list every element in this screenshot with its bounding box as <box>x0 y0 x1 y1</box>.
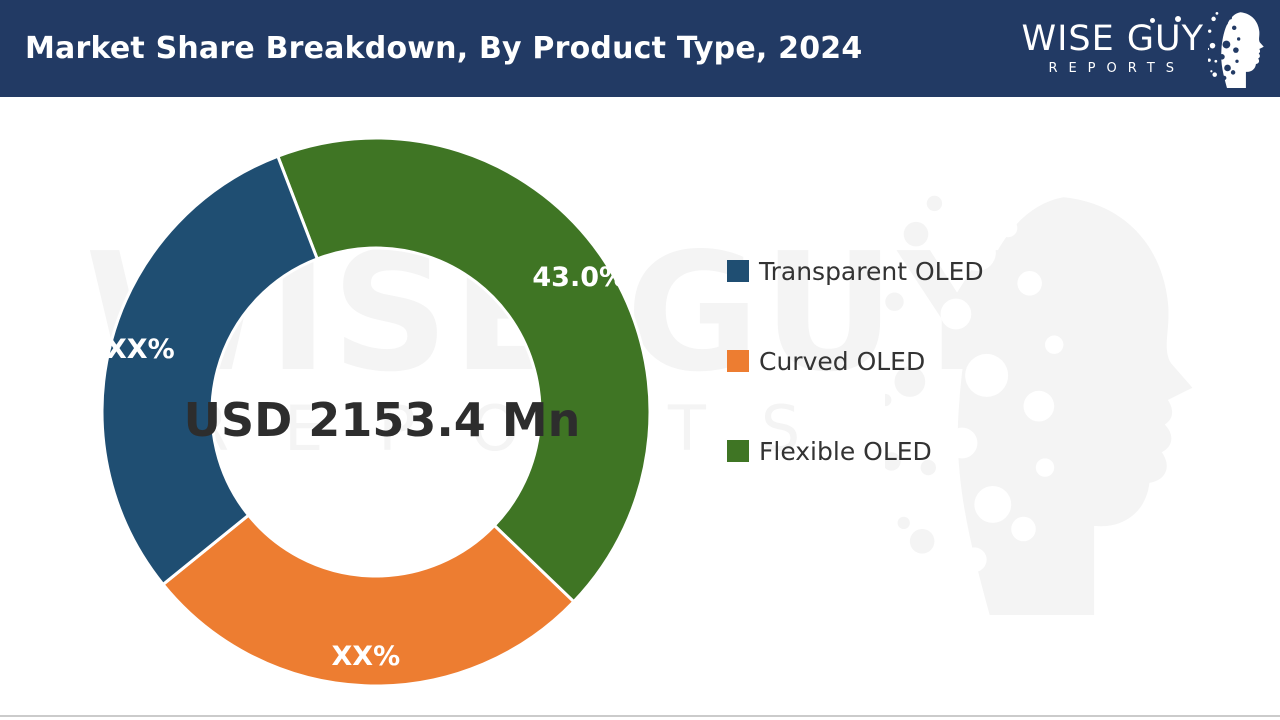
face-brain-dot <box>1228 15 1232 19</box>
donut-slice-transparent-oled <box>100 154 319 586</box>
logo-dot <box>1150 17 1156 23</box>
chart-legend: Transparent OLED Curved OLED Flexible OL… <box>727 256 984 528</box>
face-brain-dot <box>1224 64 1231 71</box>
face-silhouette <box>1221 11 1264 88</box>
face-brain-dot <box>1233 46 1239 53</box>
face-brain-dot <box>1218 30 1224 36</box>
face-outer-dot <box>1215 11 1219 15</box>
face-brain-dot <box>1219 53 1225 60</box>
legend-swatch-transparent-oled <box>727 260 749 282</box>
face-outer-dot <box>1211 16 1216 21</box>
slice-label-transparent-oled: XX% <box>106 334 175 365</box>
face-outer-dot <box>1208 47 1210 50</box>
legend-label: Transparent OLED <box>759 256 984 286</box>
legend-swatch-curved-oled <box>727 350 749 372</box>
legend-item-curved-oled: Curved OLED <box>727 346 984 376</box>
logo-dot <box>1175 15 1182 22</box>
face-outer-dot <box>1210 69 1213 72</box>
face-brain-dot <box>1230 69 1236 75</box>
legend-item-flexible-oled: Flexible OLED <box>727 436 984 466</box>
brand-subtitle: REPORTS <box>1048 60 1186 76</box>
brand-text: WISE GUY REPORTS <box>1021 15 1204 76</box>
header-bar: Market Share Breakdown, By Product Type,… <box>0 0 1280 97</box>
face-outer-dot <box>1214 59 1218 63</box>
legend-label: Curved OLED <box>759 346 926 376</box>
donut-slice-flexible-oled <box>276 136 652 604</box>
wiseguy-face-icon <box>1208 11 1264 88</box>
page-title: Market Share Breakdown, By Product Type,… <box>25 31 863 66</box>
face-brain-dot <box>1237 36 1241 41</box>
donut-slice-curved-oled <box>161 513 576 688</box>
face-brain-dot <box>1221 75 1227 80</box>
face-brain-dot <box>1221 18 1229 26</box>
slice-label-curved-oled: XX% <box>331 641 400 672</box>
legend-label: Flexible OLED <box>759 436 932 466</box>
slice-label-flexible-oled: 43.0% <box>532 262 626 293</box>
face-outer-dot <box>1208 29 1212 33</box>
brand-logo: WISE GUY REPORTS <box>1021 10 1280 88</box>
face-outer-dot <box>1212 71 1217 77</box>
brand-name: WISE GUY <box>1021 18 1204 59</box>
donut-center-label: USD 2153.4 Mn <box>184 393 581 447</box>
face-brain-dot <box>1222 40 1231 48</box>
face-outer-dot <box>1209 42 1216 48</box>
legend-item-transparent-oled: Transparent OLED <box>727 256 984 286</box>
face-brain-dot <box>1231 25 1237 30</box>
footer-divider <box>0 715 1280 717</box>
legend-swatch-flexible-oled <box>727 440 749 462</box>
face-outer-dot <box>1208 57 1211 62</box>
face-brain-dot <box>1235 59 1239 63</box>
